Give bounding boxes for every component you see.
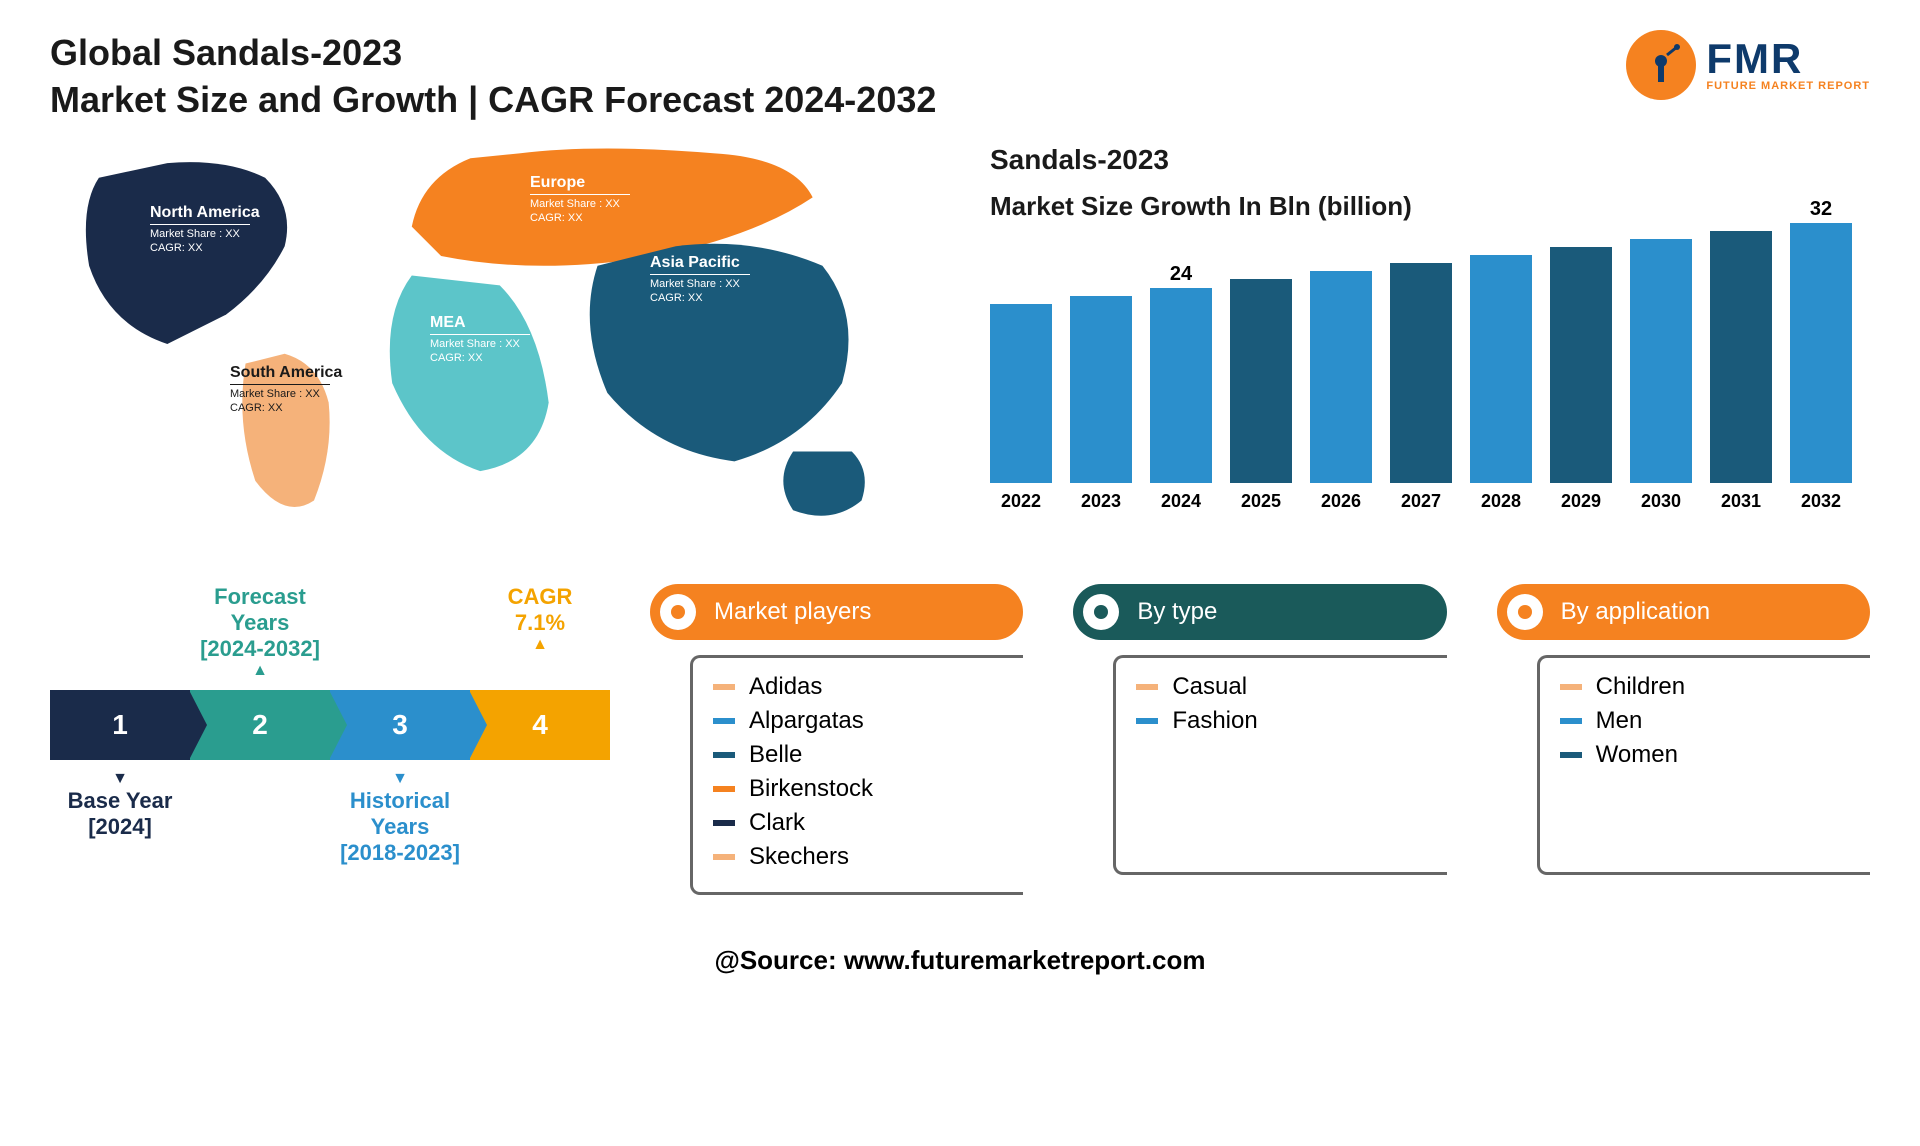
bar-2029: 2029 bbox=[1550, 247, 1612, 512]
category-item: Men bbox=[1560, 707, 1870, 735]
category-item: Alpargatas bbox=[713, 707, 1023, 735]
region-label-asia-pacific: Asia PacificMarket Share : XXCAGR: XX bbox=[650, 254, 750, 306]
title-line1: Global Sandals-2023 bbox=[50, 32, 402, 73]
timeline-segment-1: 1 bbox=[50, 690, 190, 760]
category-item: Adidas bbox=[713, 673, 1023, 701]
category-header: Market players bbox=[650, 584, 1023, 640]
timeline-label: Forecast Years[2024-2032]▲ bbox=[190, 584, 330, 680]
bar-2022: 2022 bbox=[990, 304, 1052, 512]
world-map: North AmericaMarket Share : XXCAGR: XX So… bbox=[50, 144, 930, 544]
source-text: @Source: www.futuremarketreport.com bbox=[50, 945, 1870, 976]
bar-2031: 2031 bbox=[1710, 231, 1772, 512]
category-item: Belle bbox=[713, 741, 1023, 769]
logo-sub-text: FUTURE MARKET REPORT bbox=[1706, 80, 1870, 92]
category-market-players: Market players Adidas Alpargatas Belle Birke… bbox=[650, 584, 1023, 895]
bar-2024: 242024 bbox=[1150, 288, 1212, 512]
bar-2030: 2030 bbox=[1630, 239, 1692, 512]
category-item: Casual bbox=[1136, 673, 1446, 701]
bar-2032: 322032 bbox=[1790, 223, 1852, 512]
logo: FMR FUTURE MARKET REPORT bbox=[1626, 30, 1870, 100]
category-item: Women bbox=[1560, 741, 1870, 769]
bar-2025: 2025 bbox=[1230, 279, 1292, 511]
bar-2026: 2026 bbox=[1310, 271, 1372, 511]
chart-subtitle: Market Size Growth In Bln (billion) bbox=[990, 191, 1870, 222]
category-item: Skechers bbox=[713, 843, 1023, 871]
category-by-type: By type Casual Fashion bbox=[1073, 584, 1446, 895]
timeline-segment-3: 3 bbox=[330, 690, 470, 760]
category-header: By type bbox=[1073, 584, 1446, 640]
title-line2: Market Size and Growth | CAGR Forecast 2… bbox=[50, 79, 936, 120]
page-title: Global Sandals-2023 Market Size and Grow… bbox=[50, 30, 936, 124]
bar-2023: 2023 bbox=[1070, 296, 1132, 512]
bar-chart-section: Sandals-2023 Market Size Growth In Bln (… bbox=[970, 144, 1870, 544]
region-label-south-america: South AmericaMarket Share : XXCAGR: XX bbox=[230, 364, 342, 416]
timeline-segment-2: 2 bbox=[190, 690, 330, 760]
bar-chart: 2022202324202420252026202720282029203020… bbox=[990, 242, 1870, 522]
category-item: Children bbox=[1560, 673, 1870, 701]
timeline-bar: 1234 bbox=[50, 690, 610, 760]
timeline-label: ▼Base Year[2024] bbox=[50, 770, 190, 840]
region-label-europe: EuropeMarket Share : XXCAGR: XX bbox=[530, 174, 630, 226]
timeline-segment-4: 4 bbox=[470, 690, 610, 760]
categories: Market players Adidas Alpargatas Belle Birke… bbox=[650, 584, 1870, 895]
logo-main-text: FMR bbox=[1706, 38, 1870, 80]
category-item: Birkenstock bbox=[713, 775, 1023, 803]
region-label-north-america: North AmericaMarket Share : XXCAGR: XX bbox=[150, 204, 260, 256]
timeline-section: Forecast Years[2024-2032]▲ CAGR7.1%▲ 1234… bbox=[50, 584, 610, 895]
region-label-mea: MEAMarket Share : XXCAGR: XX bbox=[430, 314, 530, 366]
category-by-application: By application Children Men Women bbox=[1497, 584, 1870, 895]
category-item: Fashion bbox=[1136, 707, 1446, 735]
title-block: Global Sandals-2023 Market Size and Grow… bbox=[50, 30, 936, 124]
timeline-label: CAGR7.1%▲ bbox=[470, 584, 610, 654]
bar-2028: 2028 bbox=[1470, 255, 1532, 512]
category-header: By application bbox=[1497, 584, 1870, 640]
chart-title: Sandals-2023 bbox=[990, 144, 1870, 176]
timeline-label: ▼Historical Years[2018-2023] bbox=[330, 770, 470, 866]
category-item: Clark bbox=[713, 809, 1023, 837]
bar-2027: 2027 bbox=[1390, 263, 1452, 511]
logo-icon bbox=[1626, 30, 1696, 100]
